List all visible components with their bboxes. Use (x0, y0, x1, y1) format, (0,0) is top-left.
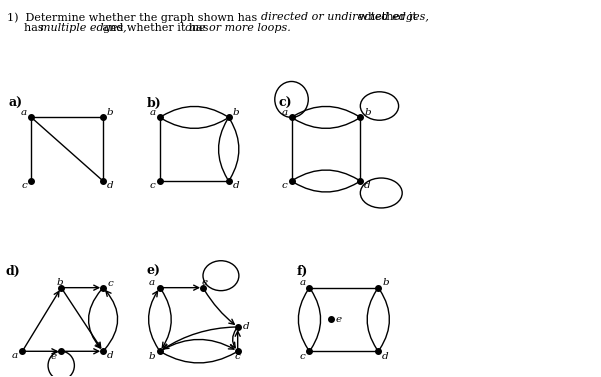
Text: b): b) (147, 97, 162, 110)
Text: c: c (281, 181, 287, 190)
Text: b: b (107, 109, 114, 117)
Text: a): a) (8, 97, 23, 110)
FancyArrowPatch shape (219, 120, 227, 179)
FancyArrowPatch shape (311, 290, 320, 349)
Text: e: e (51, 352, 57, 361)
Text: d: d (243, 322, 249, 331)
Text: b: b (382, 278, 389, 287)
Text: c: c (299, 352, 305, 361)
Text: c: c (150, 181, 156, 190)
FancyArrowPatch shape (162, 119, 227, 129)
FancyArrowPatch shape (367, 290, 377, 349)
Text: b: b (233, 108, 239, 117)
Text: 1)  Determine whether the graph shown has: 1) Determine whether the graph shown has (7, 12, 261, 23)
Text: b: b (56, 278, 63, 287)
FancyArrowPatch shape (24, 291, 59, 349)
FancyArrowPatch shape (163, 285, 199, 290)
Text: d: d (364, 181, 371, 190)
FancyArrowPatch shape (148, 291, 159, 349)
Text: a: a (149, 278, 155, 287)
FancyArrowPatch shape (294, 182, 358, 192)
Text: a: a (299, 278, 305, 287)
FancyArrowPatch shape (298, 290, 308, 349)
FancyArrowPatch shape (25, 349, 57, 354)
Text: c: c (108, 279, 114, 288)
Text: one or more loops.: one or more loops. (185, 23, 291, 34)
FancyArrowPatch shape (294, 170, 358, 179)
FancyArrowPatch shape (230, 120, 239, 179)
Text: d: d (107, 181, 114, 190)
Text: c: c (21, 181, 27, 190)
Text: a: a (150, 108, 156, 117)
Text: has: has (24, 23, 47, 34)
FancyArrowPatch shape (294, 106, 358, 116)
Text: b: b (149, 352, 156, 361)
FancyArrowPatch shape (162, 339, 234, 350)
Text: a: a (11, 351, 17, 360)
Text: d): d) (5, 265, 20, 278)
FancyArrowPatch shape (162, 352, 235, 363)
FancyArrowPatch shape (64, 285, 99, 290)
FancyArrowPatch shape (294, 119, 358, 129)
FancyArrowPatch shape (64, 349, 99, 354)
Text: d: d (382, 352, 389, 361)
FancyArrowPatch shape (105, 291, 118, 349)
Text: c): c) (278, 97, 292, 110)
Text: d: d (233, 181, 239, 190)
FancyArrowPatch shape (380, 290, 389, 349)
Text: c: c (235, 352, 240, 361)
Text: b: b (364, 108, 371, 117)
Text: e: e (336, 315, 342, 324)
Text: e): e) (147, 265, 160, 278)
FancyArrowPatch shape (163, 327, 235, 349)
Text: e: e (201, 278, 207, 287)
Text: and whether it has: and whether it has (99, 23, 212, 34)
Text: multiple edges,: multiple edges, (40, 23, 127, 34)
FancyArrowPatch shape (235, 331, 240, 348)
Text: a: a (281, 108, 287, 117)
FancyArrowPatch shape (162, 290, 171, 348)
Text: directed or undirected edges,: directed or undirected edges, (261, 12, 429, 22)
FancyArrowPatch shape (63, 290, 101, 348)
FancyArrowPatch shape (230, 329, 236, 348)
Text: d: d (107, 351, 114, 360)
FancyArrowPatch shape (204, 290, 234, 324)
FancyArrowPatch shape (88, 290, 101, 348)
FancyArrowPatch shape (162, 106, 227, 116)
Text: a: a (21, 109, 27, 117)
Text: whether it: whether it (355, 12, 417, 22)
Text: f): f) (296, 265, 308, 278)
